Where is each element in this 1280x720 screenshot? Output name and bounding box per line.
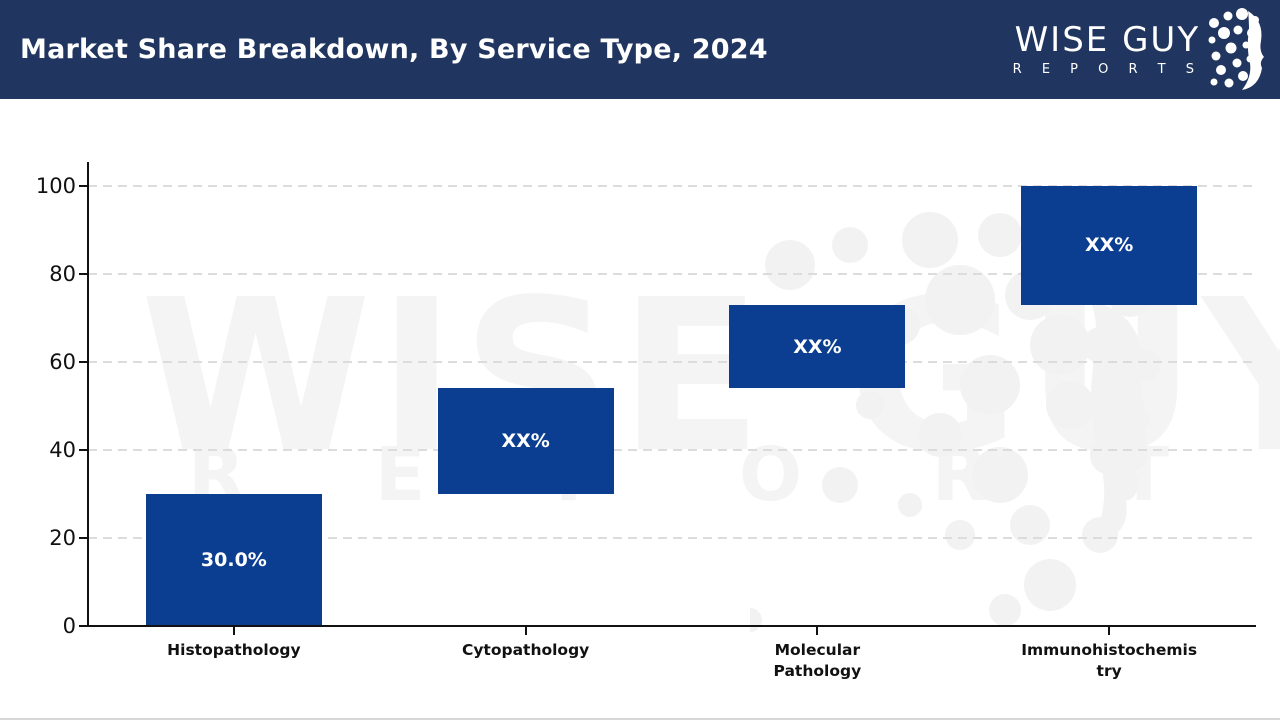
header: Market Share Breakdown, By Service Type,…	[0, 0, 1280, 99]
bar-value-label: 30.0%	[200, 549, 267, 571]
y-tick-mark-0	[79, 625, 87, 627]
gridline-y-80	[88, 273, 1255, 275]
bottom-border	[0, 718, 1280, 720]
logo-wordmark: WISE GUY	[1014, 19, 1201, 60]
y-axis-line	[87, 162, 89, 627]
x-tick-mark-4	[1108, 627, 1111, 635]
bar-molecular-pathology: XX%	[729, 304, 906, 389]
brand-logo-text: WISE GUY R E P O R T S	[1013, 23, 1202, 77]
logo-head-icon	[1208, 7, 1264, 90]
y-tick-label-0: 0	[62, 614, 76, 638]
bar-value-label: XX%	[793, 335, 842, 358]
x-category-label-4: Immunohistochemistry	[1021, 641, 1198, 680]
logo-subtext: R E P O R T S	[1012, 61, 1202, 77]
y-tick-label-40: 40	[49, 438, 76, 462]
x-category-label-2: Cytopathology	[461, 641, 590, 659]
x-category-label-3: Molecular Pathology	[773, 641, 862, 680]
bar-value-label: XX%	[1084, 234, 1134, 257]
y-tick-label-20: 20	[49, 526, 76, 550]
x-tick-mark-3	[816, 627, 819, 635]
watermark-wordmark: WISE GUY	[140, 254, 1280, 499]
y-tick-label-100: 100	[35, 174, 76, 198]
gridline-y-100	[88, 185, 1255, 187]
plot-area: 30.0% XX% XX% XX%	[88, 162, 1255, 626]
y-tick-label-80: 80	[49, 262, 76, 286]
bar-immunohistochemistry: XX%	[1021, 186, 1198, 305]
y-tick-mark-20	[79, 537, 87, 539]
x-tick-mark-2	[524, 627, 527, 635]
y-tick-mark-40	[79, 449, 87, 451]
gridline-y-40	[88, 449, 1255, 451]
y-tick-mark-80	[79, 273, 87, 275]
y-tick-label-60: 60	[49, 350, 76, 374]
bar-cytopathology: XX%	[437, 388, 614, 494]
x-axis-line	[87, 625, 1256, 627]
y-tick-mark-60	[79, 361, 87, 363]
x-tick-mark-1	[232, 627, 235, 635]
bar-value-label: XX%	[501, 430, 550, 453]
gridline-y-60	[88, 361, 1255, 363]
page-title: Market Share Breakdown, By Service Type,…	[20, 34, 768, 65]
gridline-y-20	[88, 537, 1255, 539]
bar-histopathology: 30.0%	[145, 494, 322, 626]
brand-logo: WISE GUY R E P O R T S	[1013, 7, 1266, 93]
x-category-label-1: Histopathology	[167, 641, 301, 659]
y-tick-mark-100	[79, 185, 87, 187]
